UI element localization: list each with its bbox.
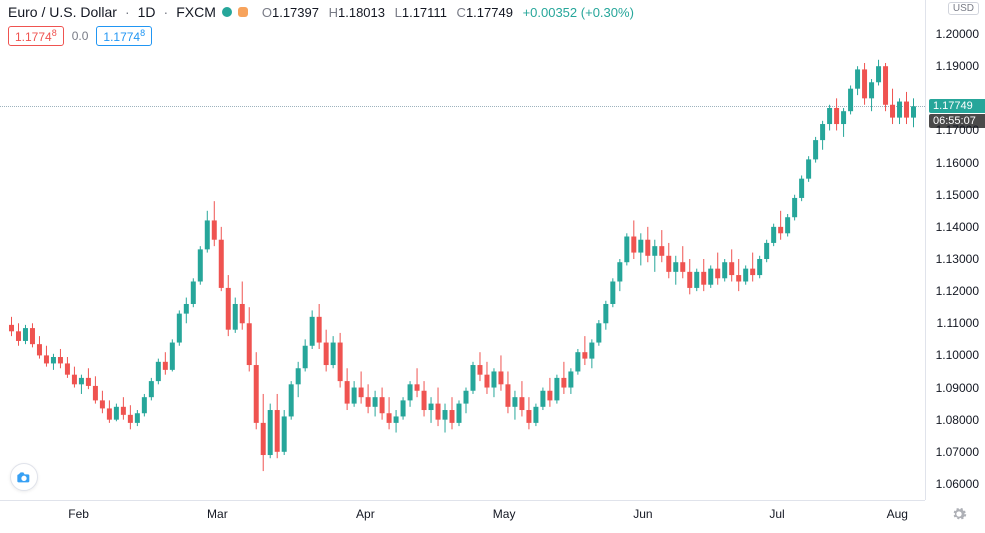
y-tick-label: 1.11000	[937, 316, 980, 330]
y-tick-label: 1.07000	[936, 445, 979, 459]
x-tick-label: Jul	[769, 507, 784, 521]
y-tick-label: 1.12000	[936, 284, 979, 298]
y-tick-label: 1.06000	[936, 477, 979, 491]
settings-button[interactable]	[951, 506, 967, 527]
snapshot-button[interactable]	[10, 463, 38, 491]
x-tick-label: Aug	[887, 507, 908, 521]
y-tick-label: 1.17000	[936, 123, 979, 137]
y-tick-label: 1.10000	[936, 348, 979, 362]
price-flag: 1.17749	[929, 99, 985, 113]
x-tick-label: May	[493, 507, 516, 521]
x-tick-label: Mar	[207, 507, 228, 521]
x-tick-label: Apr	[356, 507, 375, 521]
camera-icon	[16, 469, 32, 485]
x-tick-label: Jun	[633, 507, 652, 521]
y-tick-label: 1.14000	[936, 220, 979, 234]
y-tick-label: 1.09000	[936, 381, 979, 395]
candlestick-svg	[0, 0, 925, 500]
y-tick-label: 1.20000	[936, 27, 979, 41]
chart-container: Euro / U.S. Dollar · 1D · FXCM O1.17397 …	[0, 0, 985, 533]
y-tick-label: 1.19000	[936, 59, 979, 73]
y-tick-label: 1.15000	[936, 188, 979, 202]
y-tick-label: 1.08000	[936, 413, 979, 427]
y-tick-label: 1.13000	[936, 252, 979, 266]
currency-tag: USD	[948, 2, 979, 15]
x-axis[interactable]: Feb Mar Apr May Jun Jul Aug	[0, 500, 925, 533]
plot-area[interactable]	[0, 0, 925, 500]
y-axis[interactable]: USD 1.17749 06:55:07 1.200001.190001.170…	[925, 0, 985, 500]
x-tick-label: Feb	[68, 507, 89, 521]
y-tick-label: 1.16000	[936, 156, 979, 170]
gear-icon	[951, 506, 967, 522]
